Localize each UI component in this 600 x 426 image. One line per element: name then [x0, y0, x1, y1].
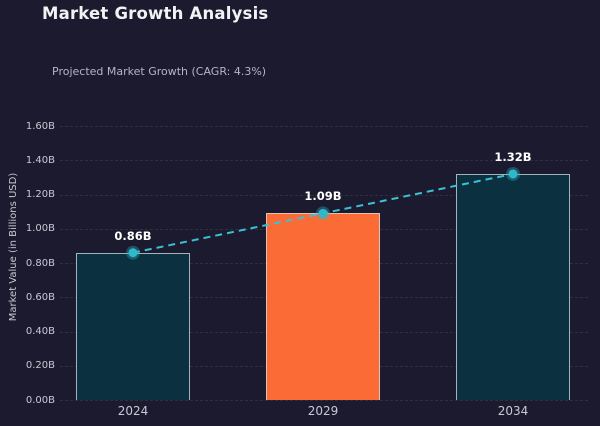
y-tick-label: 0.60B [25, 291, 55, 303]
y-tick-label: 1.20B [25, 189, 55, 200]
bar-2029 [266, 213, 380, 400]
y-tick-label: 1.60B [25, 120, 55, 132]
y-tick-label: 1.00B [25, 223, 55, 235]
value-label: 1.32B [494, 149, 532, 164]
y-tick-label: 0.00B [25, 394, 55, 406]
bar-2034 [456, 173, 570, 400]
chart-subtitle: Projected Market Growth (CAGR: 4.3%) [52, 65, 267, 78]
bar-2024 [76, 252, 190, 400]
gridline [60, 160, 588, 162]
x-tick-label: 2024 [117, 404, 149, 418]
x-tick-label: 2029 [307, 404, 339, 418]
y-tick-label: 0.20B [25, 360, 55, 372]
chart-title: Market Growth Analysis [42, 4, 269, 23]
value-label: 0.86B [114, 228, 152, 243]
y-tick-label: 0.40B [25, 326, 55, 337]
y-tick-label: 0.80B [25, 257, 55, 269]
x-tick-label: 2034 [497, 404, 529, 418]
y-tick-label: 1.40B [25, 154, 55, 166]
value-label: 1.09B [304, 189, 342, 204]
gridline [60, 126, 588, 127]
gridline [60, 400, 588, 401]
